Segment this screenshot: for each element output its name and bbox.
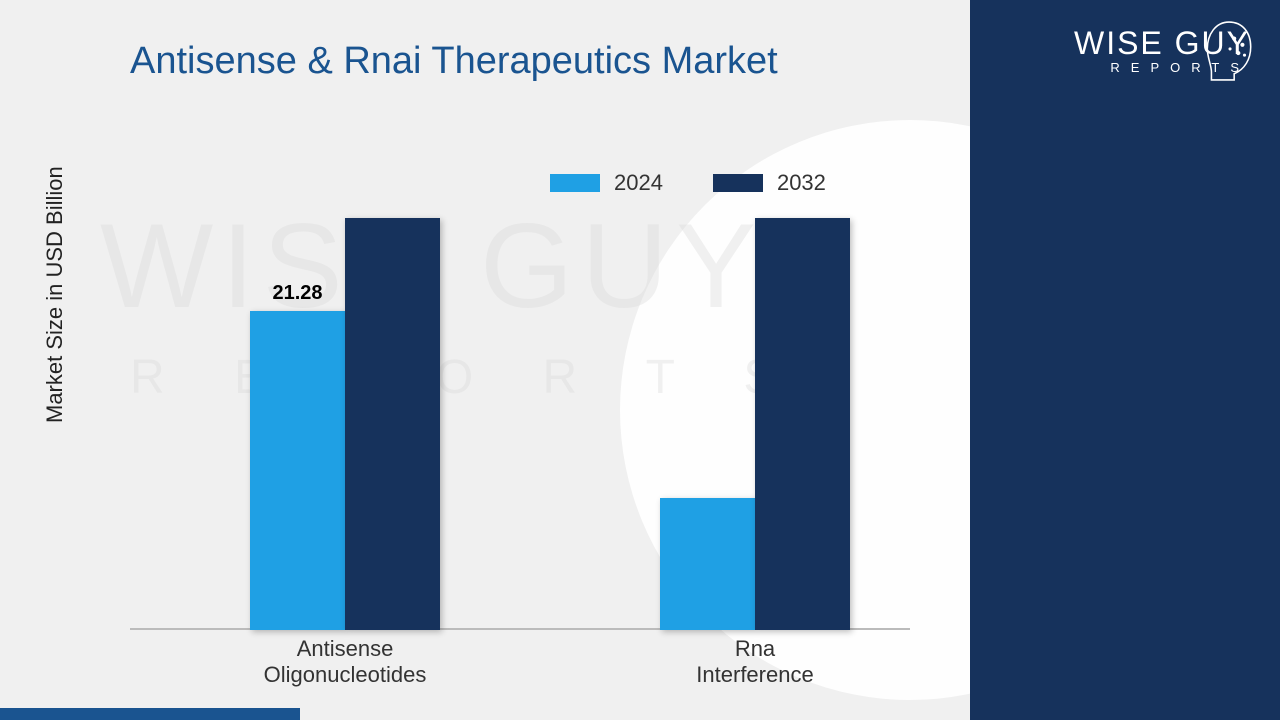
bar-value-label: 21.28 <box>258 282 338 305</box>
legend-swatch <box>550 174 600 192</box>
legend: 2024 2032 <box>550 170 826 196</box>
legend-swatch <box>713 174 763 192</box>
y-axis-label: Market Size in USD Billion <box>42 166 68 423</box>
bar <box>345 218 440 631</box>
head-icon <box>1203 20 1255 82</box>
bar <box>660 498 755 630</box>
bar <box>250 311 345 630</box>
legend-label: 2024 <box>614 170 663 196</box>
category-label: AntisenseOligonucleotides <box>245 636 445 689</box>
legend-label: 2032 <box>777 170 826 196</box>
bar-chart: 21.28AntisenseOligonucleotidesRnaInterfe… <box>130 210 910 630</box>
bottom-accent-bar <box>0 708 300 720</box>
legend-item-2024: 2024 <box>550 170 663 196</box>
chart-title: Antisense & Rnai Therapeutics Market <box>130 40 778 84</box>
legend-item-2032: 2032 <box>713 170 826 196</box>
bar <box>755 218 850 631</box>
right-brand-panel <box>970 0 1280 720</box>
category-label: RnaInterference <box>655 636 855 689</box>
